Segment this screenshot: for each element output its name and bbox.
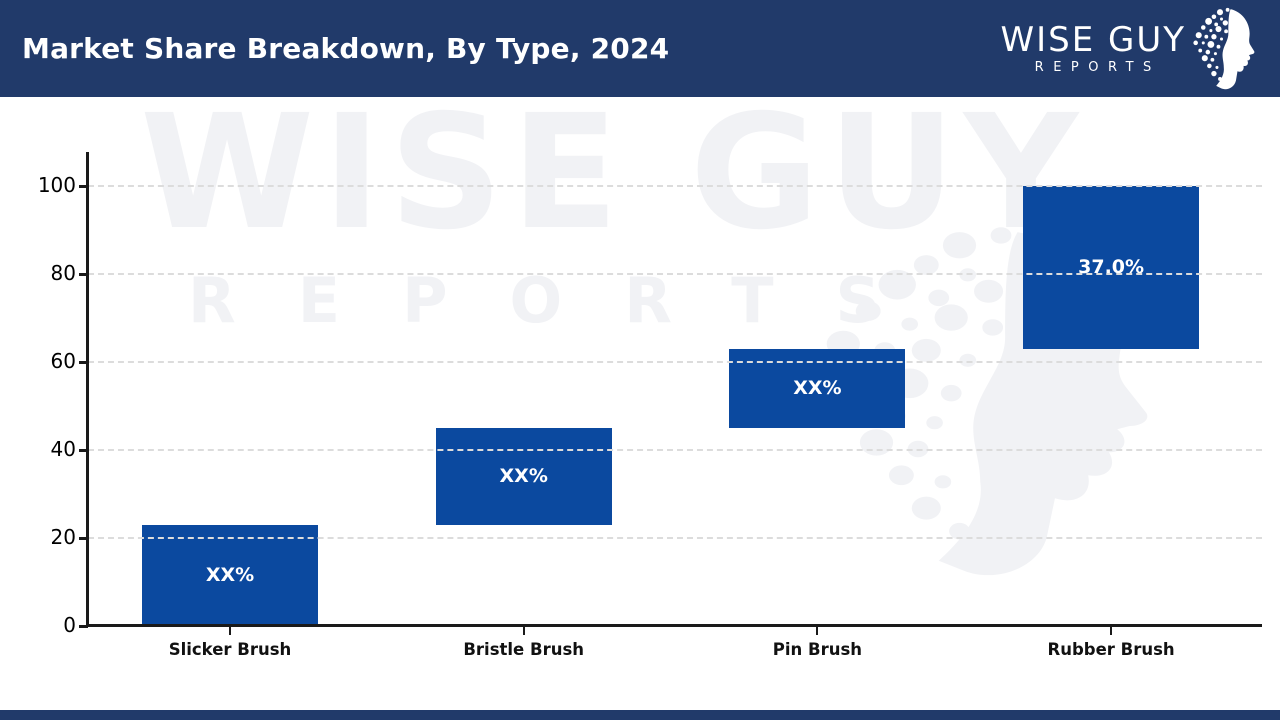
y-tick-mark (79, 625, 88, 628)
y-tick-label: 100 (37, 173, 76, 197)
y-tick-mark (79, 537, 88, 540)
gridline-100 (88, 185, 1262, 187)
y-tick-label: 80 (50, 261, 76, 285)
x-category-label: Rubber Brush (1047, 640, 1175, 659)
x-category-label: Slicker Brush (168, 640, 292, 659)
x-axis-line (86, 624, 1262, 627)
brand-logo: WISE GUY REPORTS (1000, 6, 1258, 92)
gridline-40 (88, 449, 1262, 451)
bar-value-label: 37.0% (1078, 256, 1145, 279)
y-tick-mark (79, 449, 88, 452)
y-tick-label: 20 (50, 525, 76, 549)
x-category-label: Bristle Brush (463, 640, 585, 659)
watermark-wordmark: WISE GUY (140, 81, 1087, 265)
x-category-label: Pin Brush (772, 640, 863, 659)
y-tick-mark (79, 185, 88, 188)
header-bar: Market Share Breakdown, By Type, 2024 WI… (0, 0, 1280, 97)
bar-slicker-brush: XX% (142, 524, 318, 626)
y-axis-line (86, 152, 89, 627)
bar-value-label: XX% (793, 377, 842, 400)
logo-subtext: REPORTS (1034, 60, 1161, 75)
gridline-60 (88, 361, 1262, 363)
page-title: Market Share Breakdown, By Type, 2024 (22, 32, 670, 65)
y-tick-label: 0 (63, 613, 76, 637)
y-tick-mark (79, 361, 88, 364)
y-tick-label: 40 (50, 437, 76, 461)
x-tick-mark (522, 627, 525, 635)
bar-bristle-brush: XX% (435, 428, 612, 525)
gridline-80 (88, 273, 1262, 275)
logo-head-icon (1193, 7, 1255, 89)
watermark-subtext: REPORTS (188, 264, 943, 337)
footer-bar (0, 710, 1280, 720)
x-tick-mark (816, 627, 819, 635)
bar-value-label: XX% (499, 465, 548, 488)
logo-wordmark: WISE GUY (1000, 20, 1186, 60)
logo-text: WISE GUY REPORTS (1000, 23, 1186, 74)
y-tick-label: 60 (50, 349, 76, 373)
gridline-20 (88, 537, 1262, 539)
y-tick-mark (79, 273, 88, 276)
x-tick-mark (229, 627, 231, 635)
x-tick-mark (1110, 627, 1113, 635)
bar-value-label: XX% (205, 564, 255, 587)
plot-area: WISE GUY REPORTS 0 20 40 60 80 100 XX% Slicker … (0, 81, 1280, 710)
bar-rubber-brush: 37.0% (1023, 186, 1200, 349)
